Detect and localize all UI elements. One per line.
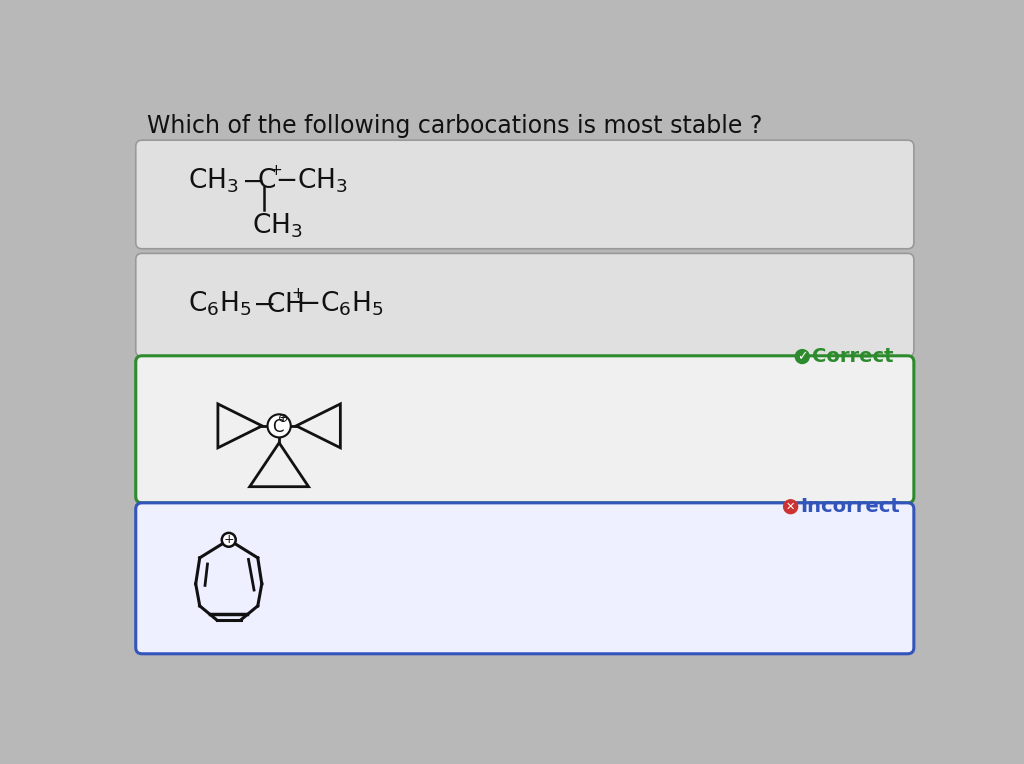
Text: $\mathrm{C}$: $\mathrm{C}$: [257, 169, 275, 193]
Text: $\mathrm{CH_3}$: $\mathrm{CH_3}$: [188, 167, 240, 196]
FancyBboxPatch shape: [136, 254, 913, 357]
Text: $-$: $-$: [241, 167, 263, 195]
Text: $\mathrm{C_6H_5}$: $\mathrm{C_6H_5}$: [188, 290, 252, 319]
Text: ✕: ✕: [786, 502, 796, 512]
Text: $\mathrm{C}$: $\mathrm{C}$: [272, 419, 285, 436]
Text: $\mathrm{CH_3}$: $\mathrm{CH_3}$: [252, 212, 303, 240]
Text: $+$: $+$: [223, 533, 234, 546]
FancyBboxPatch shape: [136, 356, 913, 503]
FancyBboxPatch shape: [136, 503, 913, 654]
Text: $-$: $-$: [252, 290, 274, 318]
Circle shape: [783, 500, 798, 513]
Text: Incorrect: Incorrect: [800, 497, 900, 516]
Text: $\mathrm{CH}$: $\mathrm{CH}$: [266, 292, 304, 317]
Text: $+$: $+$: [269, 163, 283, 178]
Text: $+$: $+$: [291, 286, 304, 301]
Circle shape: [796, 350, 809, 364]
Circle shape: [267, 414, 291, 438]
FancyBboxPatch shape: [136, 140, 913, 249]
Text: Correct: Correct: [812, 347, 893, 366]
Text: Which of the following carbocations is most stable ?: Which of the following carbocations is m…: [147, 114, 763, 138]
Text: ✓: ✓: [797, 350, 808, 363]
Text: $-\mathrm{CH_3}$: $-\mathrm{CH_3}$: [275, 167, 348, 196]
Text: $\oplus$: $\oplus$: [276, 412, 288, 425]
Circle shape: [222, 533, 236, 547]
Text: $-\mathrm{C_6H_5}$: $-\mathrm{C_6H_5}$: [299, 290, 384, 319]
